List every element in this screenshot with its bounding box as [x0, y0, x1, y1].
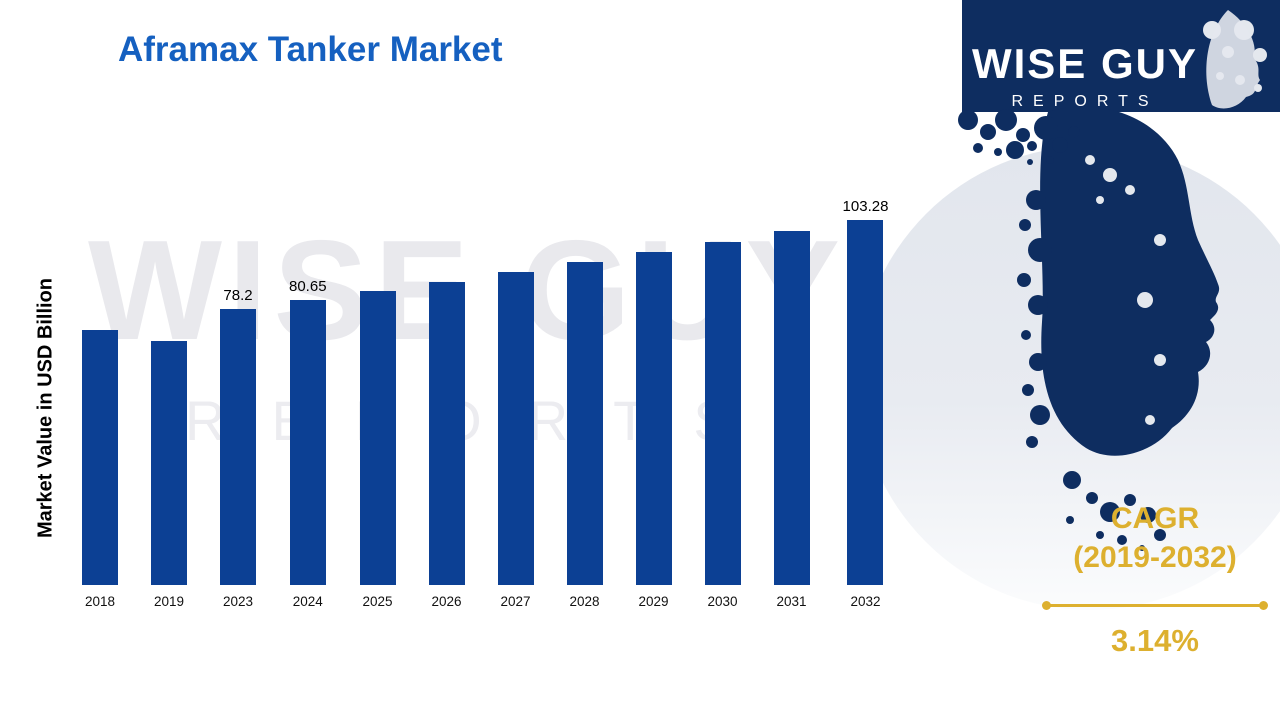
x-tick-label: 2027: [500, 594, 531, 609]
y-axis-label: Market Value in USD Billion: [34, 277, 57, 539]
bar-column: 78.2 2023: [220, 287, 256, 609]
x-tick-label: 2025: [362, 594, 393, 609]
bar-value-label: 103.28: [842, 198, 889, 215]
bar-chart: 2018 2019 78.2 2023 80.65 2024 2025 2026 2027 202…: [82, 198, 888, 609]
bar-column: 2031: [773, 209, 810, 609]
logo-wordmark: WISE GUY: [972, 40, 1198, 87]
halftone-dots: [958, 109, 1166, 551]
bar: [847, 220, 884, 585]
bar-value-label: 78.2: [223, 287, 253, 304]
right-panel-art: WISE GUY REPORTS: [860, 0, 1280, 610]
bar-column: 2025: [359, 269, 396, 609]
cagr-block: CAGR (2019-2032) 3.14%: [1040, 500, 1270, 659]
bar: [82, 330, 118, 585]
cagr-range: (2019-2032): [1073, 541, 1237, 574]
bar: [497, 272, 534, 585]
x-tick-label: 2031: [776, 594, 807, 609]
bar-column: 2028: [566, 240, 603, 609]
bar-column: 80.65 2024: [289, 278, 327, 609]
bar-column: 2019: [151, 319, 187, 609]
cagr-value: 3.14%: [1111, 623, 1199, 658]
face-profile-graphic: [1040, 106, 1220, 456]
bar: [566, 262, 603, 585]
bar-value-label: 80.65: [289, 278, 327, 295]
bar-column: 2030: [704, 220, 741, 609]
logo-subtitle: REPORTS: [1011, 93, 1158, 110]
bar-column: 2029: [635, 230, 672, 609]
cagr-label: CAGR: [1110, 502, 1200, 535]
logo-face-icon: [1206, 10, 1260, 109]
page-title: Aframax Tanker Market: [118, 30, 503, 69]
bar: [289, 300, 326, 585]
cagr-underline: [1042, 601, 1268, 610]
bar-column: 2027: [497, 250, 534, 609]
x-tick-label: 2026: [431, 594, 462, 609]
bar: [359, 291, 396, 585]
x-tick-label: 2028: [569, 594, 600, 609]
bar-column: 2018: [82, 308, 118, 609]
bar: [773, 231, 810, 585]
x-tick-label: 2023: [222, 594, 254, 609]
x-tick-label: 2019: [153, 594, 185, 609]
x-tick-label: 2018: [84, 594, 116, 609]
bar: [220, 309, 256, 585]
x-tick-label: 2024: [292, 594, 323, 609]
x-tick-label: 2032: [850, 594, 881, 609]
bar: [635, 252, 672, 585]
bar-column: 103.28 2032: [843, 198, 889, 609]
bar-column: 2026: [428, 260, 465, 609]
bar: [428, 282, 465, 585]
bar: [704, 242, 741, 585]
x-tick-label: 2029: [638, 594, 669, 609]
bar: [151, 341, 187, 585]
x-tick-label: 2030: [707, 594, 738, 609]
